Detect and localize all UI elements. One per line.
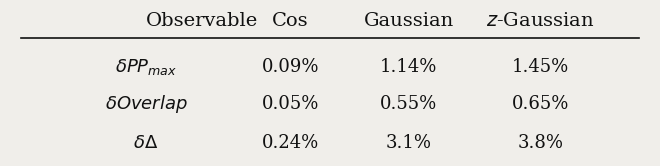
Text: 1.14%: 1.14% xyxy=(380,58,438,76)
Text: 3.8%: 3.8% xyxy=(517,134,564,152)
Text: 0.65%: 0.65% xyxy=(512,95,569,113)
Text: 3.1%: 3.1% xyxy=(386,134,432,152)
Text: 0.09%: 0.09% xyxy=(262,58,319,76)
Text: $z$-Gaussian: $z$-Gaussian xyxy=(486,12,595,30)
Text: 1.45%: 1.45% xyxy=(512,58,569,76)
Text: $\delta\Delta$: $\delta\Delta$ xyxy=(133,134,158,152)
Text: 0.55%: 0.55% xyxy=(380,95,438,113)
Text: 0.05%: 0.05% xyxy=(262,95,319,113)
Text: Cos: Cos xyxy=(273,12,309,30)
Text: $\delta Overlap$: $\delta Overlap$ xyxy=(104,93,187,115)
Text: 0.24%: 0.24% xyxy=(262,134,319,152)
Text: Observable: Observable xyxy=(146,12,258,30)
Text: $\delta PP_{max}$: $\delta PP_{max}$ xyxy=(115,57,177,77)
Text: Gaussian: Gaussian xyxy=(364,12,454,30)
